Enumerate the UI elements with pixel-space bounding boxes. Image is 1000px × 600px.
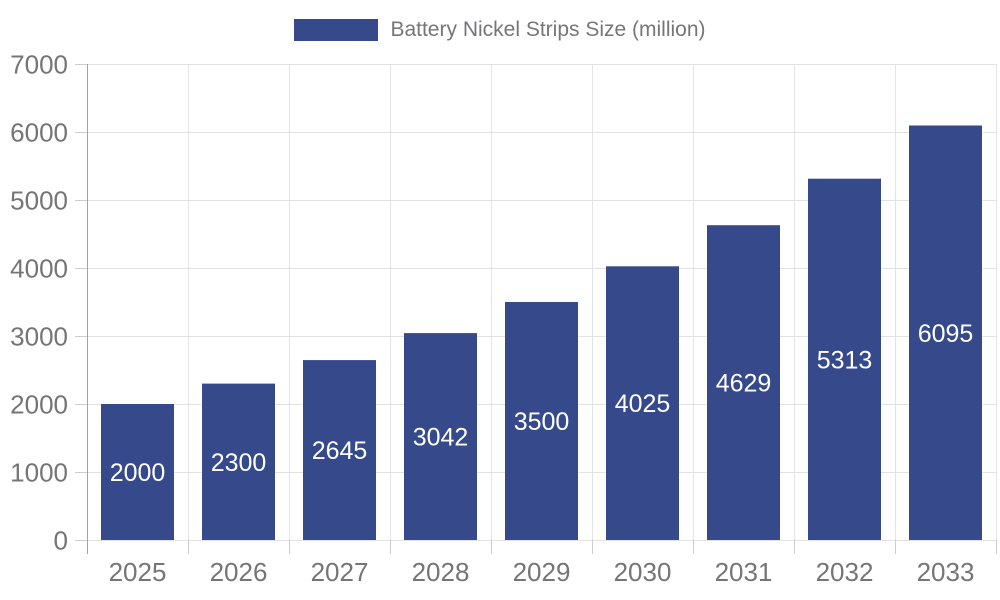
y-axis-label: 1000 xyxy=(10,458,68,488)
x-axis-label: 2026 xyxy=(210,557,268,587)
bar-value-label: 4629 xyxy=(716,370,772,398)
x-axis-label: 2031 xyxy=(715,557,773,587)
y-axis-label: 3000 xyxy=(10,322,68,352)
x-axis-label: 2025 xyxy=(109,557,167,587)
legend-swatch xyxy=(294,19,379,41)
y-axis-label: 5000 xyxy=(10,186,68,216)
y-axis-label: 7000 xyxy=(10,50,68,80)
x-axis-label: 2029 xyxy=(513,557,571,587)
x-axis-label: 2027 xyxy=(311,557,369,587)
y-axis-label: 0 xyxy=(54,526,68,556)
bar[interactable] xyxy=(202,383,275,540)
x-axis-label: 2030 xyxy=(614,557,672,587)
bar-value-label: 3042 xyxy=(413,424,469,452)
bar[interactable] xyxy=(707,225,780,540)
bar[interactable] xyxy=(404,333,477,540)
bar-value-label: 6095 xyxy=(918,320,974,348)
bar[interactable] xyxy=(505,302,578,540)
x-axis-label: 2033 xyxy=(917,557,975,587)
bar-value-label: 2645 xyxy=(312,437,368,465)
x-axis-label: 2032 xyxy=(816,557,874,587)
bar[interactable] xyxy=(303,360,376,540)
bar[interactable] xyxy=(606,266,679,540)
bar-value-label: 2300 xyxy=(211,449,267,477)
legend-label: Battery Nickel Strips Size (million) xyxy=(390,18,706,41)
bar-value-label: 4025 xyxy=(615,390,671,418)
bar[interactable] xyxy=(808,178,881,540)
bar-value-label: 2000 xyxy=(110,459,166,487)
chart-legend[interactable]: Battery Nickel Strips Size (million) xyxy=(0,19,1000,41)
x-axis-label: 2028 xyxy=(412,557,470,587)
bar-value-label: 5313 xyxy=(817,346,873,374)
y-axis-label: 2000 xyxy=(10,390,68,420)
bar[interactable] xyxy=(909,125,982,541)
bar[interactable] xyxy=(101,404,174,540)
y-axis-label: 6000 xyxy=(10,118,68,148)
y-axis-label: 4000 xyxy=(10,254,68,284)
bar-value-label: 3500 xyxy=(514,408,570,436)
